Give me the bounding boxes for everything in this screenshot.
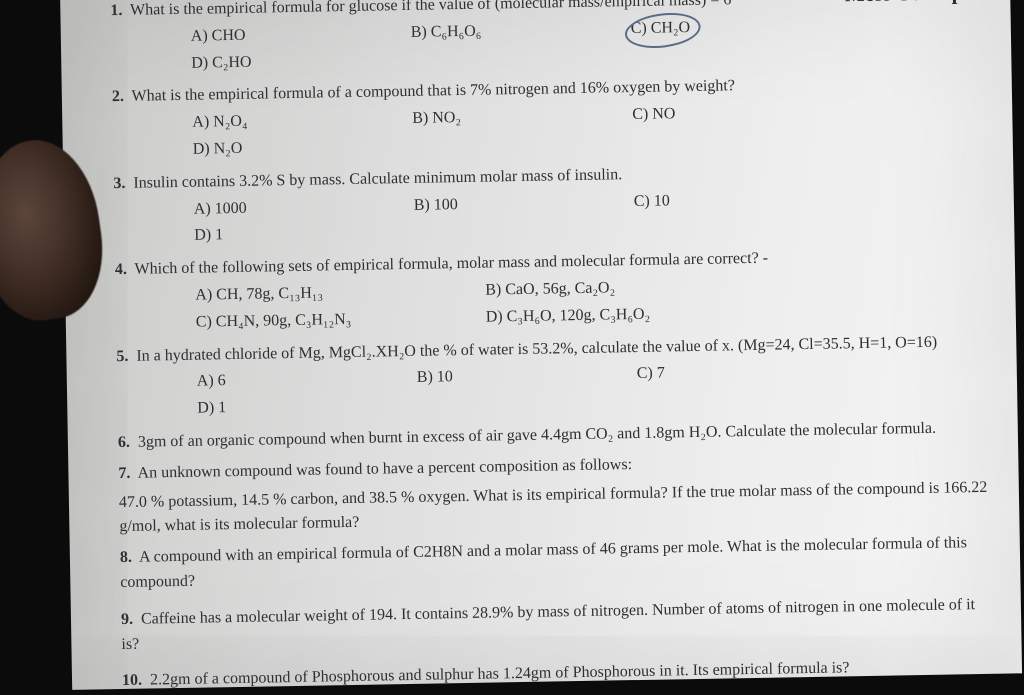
- question-text: 2.2gm of a compound of Phosphorous and s…: [150, 660, 850, 689]
- question-continuation: 47.0 % potassium, 14.5 % carbon, and 38.…: [119, 478, 988, 535]
- question-number: 3.: [113, 175, 125, 192]
- question-number: 6.: [118, 434, 130, 451]
- question-number: 1.: [110, 2, 122, 19]
- option-c: C) CH₄N, 90g, C₃H₁₂N₃: [196, 306, 456, 335]
- option-a: A) CHO: [191, 21, 381, 49]
- question-number: 5.: [116, 347, 128, 364]
- question-number: 7.: [118, 465, 130, 482]
- question-number: 2.: [112, 88, 124, 105]
- question-text: An unknown compound was found to have a …: [137, 456, 632, 482]
- option-a: A) 1000: [194, 194, 384, 222]
- question-text: Which of the following sets of empirical…: [134, 250, 768, 278]
- question-text: Caffeine has a molecular weight of 194. …: [121, 596, 975, 653]
- option-d: D) 1: [197, 394, 387, 422]
- question-9: 9. Caffeine has a molecular weight of 19…: [121, 593, 992, 658]
- option-a: A) CH, 78g, C₁₃H₁₃: [195, 279, 455, 308]
- question-number: 10.: [122, 672, 142, 689]
- option-c: C) 10: [634, 186, 824, 214]
- question-2-options: A) N₂O₄ B) NO₂ C) NO D) N₂O: [192, 97, 983, 164]
- option-c: C) NO: [632, 100, 822, 128]
- option-c: C) CH₂O: [631, 19, 691, 37]
- worksheet-content: 1. What is the empirical formula for glu…: [110, 0, 992, 694]
- option-d: D) C₃H₆O, 120g, C₃H₆O₂: [486, 301, 746, 330]
- question-text: A compound with an empirical formula of …: [120, 534, 967, 591]
- question-5-options: A) 6 B) 10 C) 7 D) 1: [197, 356, 988, 423]
- question-7-cont: 47.0 % potassium, 14.5 % carbon, and 38.…: [119, 475, 990, 540]
- option-a: A) 6: [197, 367, 387, 395]
- option-d: D) 1: [194, 221, 384, 249]
- option-a: A) N₂O₄: [192, 108, 382, 136]
- question-number: 4.: [115, 261, 127, 278]
- question-number: 8.: [120, 549, 132, 566]
- question-3-options: A) 1000 B) 100 C) 10 D) 1: [194, 183, 985, 250]
- question-10: 10. 2.2gm of a compound of Phosphorous a…: [122, 654, 992, 694]
- option-c-wrap: C) CH₂O: [631, 14, 821, 42]
- question-4-options: A) CH, 78g, C₁₃H₁₃ B) CaO, 56g, Ca₂O₂ C)…: [195, 270, 986, 337]
- question-text: Insulin contains 3.2% S by mass. Calcula…: [133, 166, 622, 192]
- option-b: B) NO₂: [412, 104, 602, 132]
- question-8: 8. A compound with an empirical formula …: [120, 531, 991, 596]
- question-text: 3gm of an organic compound when burnt in…: [138, 420, 936, 451]
- question-number: 9.: [121, 611, 133, 628]
- option-b: B) 100: [414, 190, 604, 218]
- option-b: B) CaO, 56g, Ca₂O₂: [485, 274, 745, 303]
- option-b: B) 10: [417, 363, 607, 391]
- question-1-options: A) CHO B) C₆H₆O₆ C) CH₂O D) C₂HO: [191, 11, 982, 78]
- worksheet-page: Mole Concept 1. What is the empirical fo…: [60, 0, 1022, 690]
- question-text: What is the empirical formula of a compo…: [131, 78, 735, 106]
- option-d: D) N₂O: [193, 134, 383, 162]
- option-d: D) C₂HO: [191, 48, 381, 76]
- option-c: C) 7: [637, 359, 827, 387]
- option-b: B) C₆H₆O₆: [411, 17, 601, 45]
